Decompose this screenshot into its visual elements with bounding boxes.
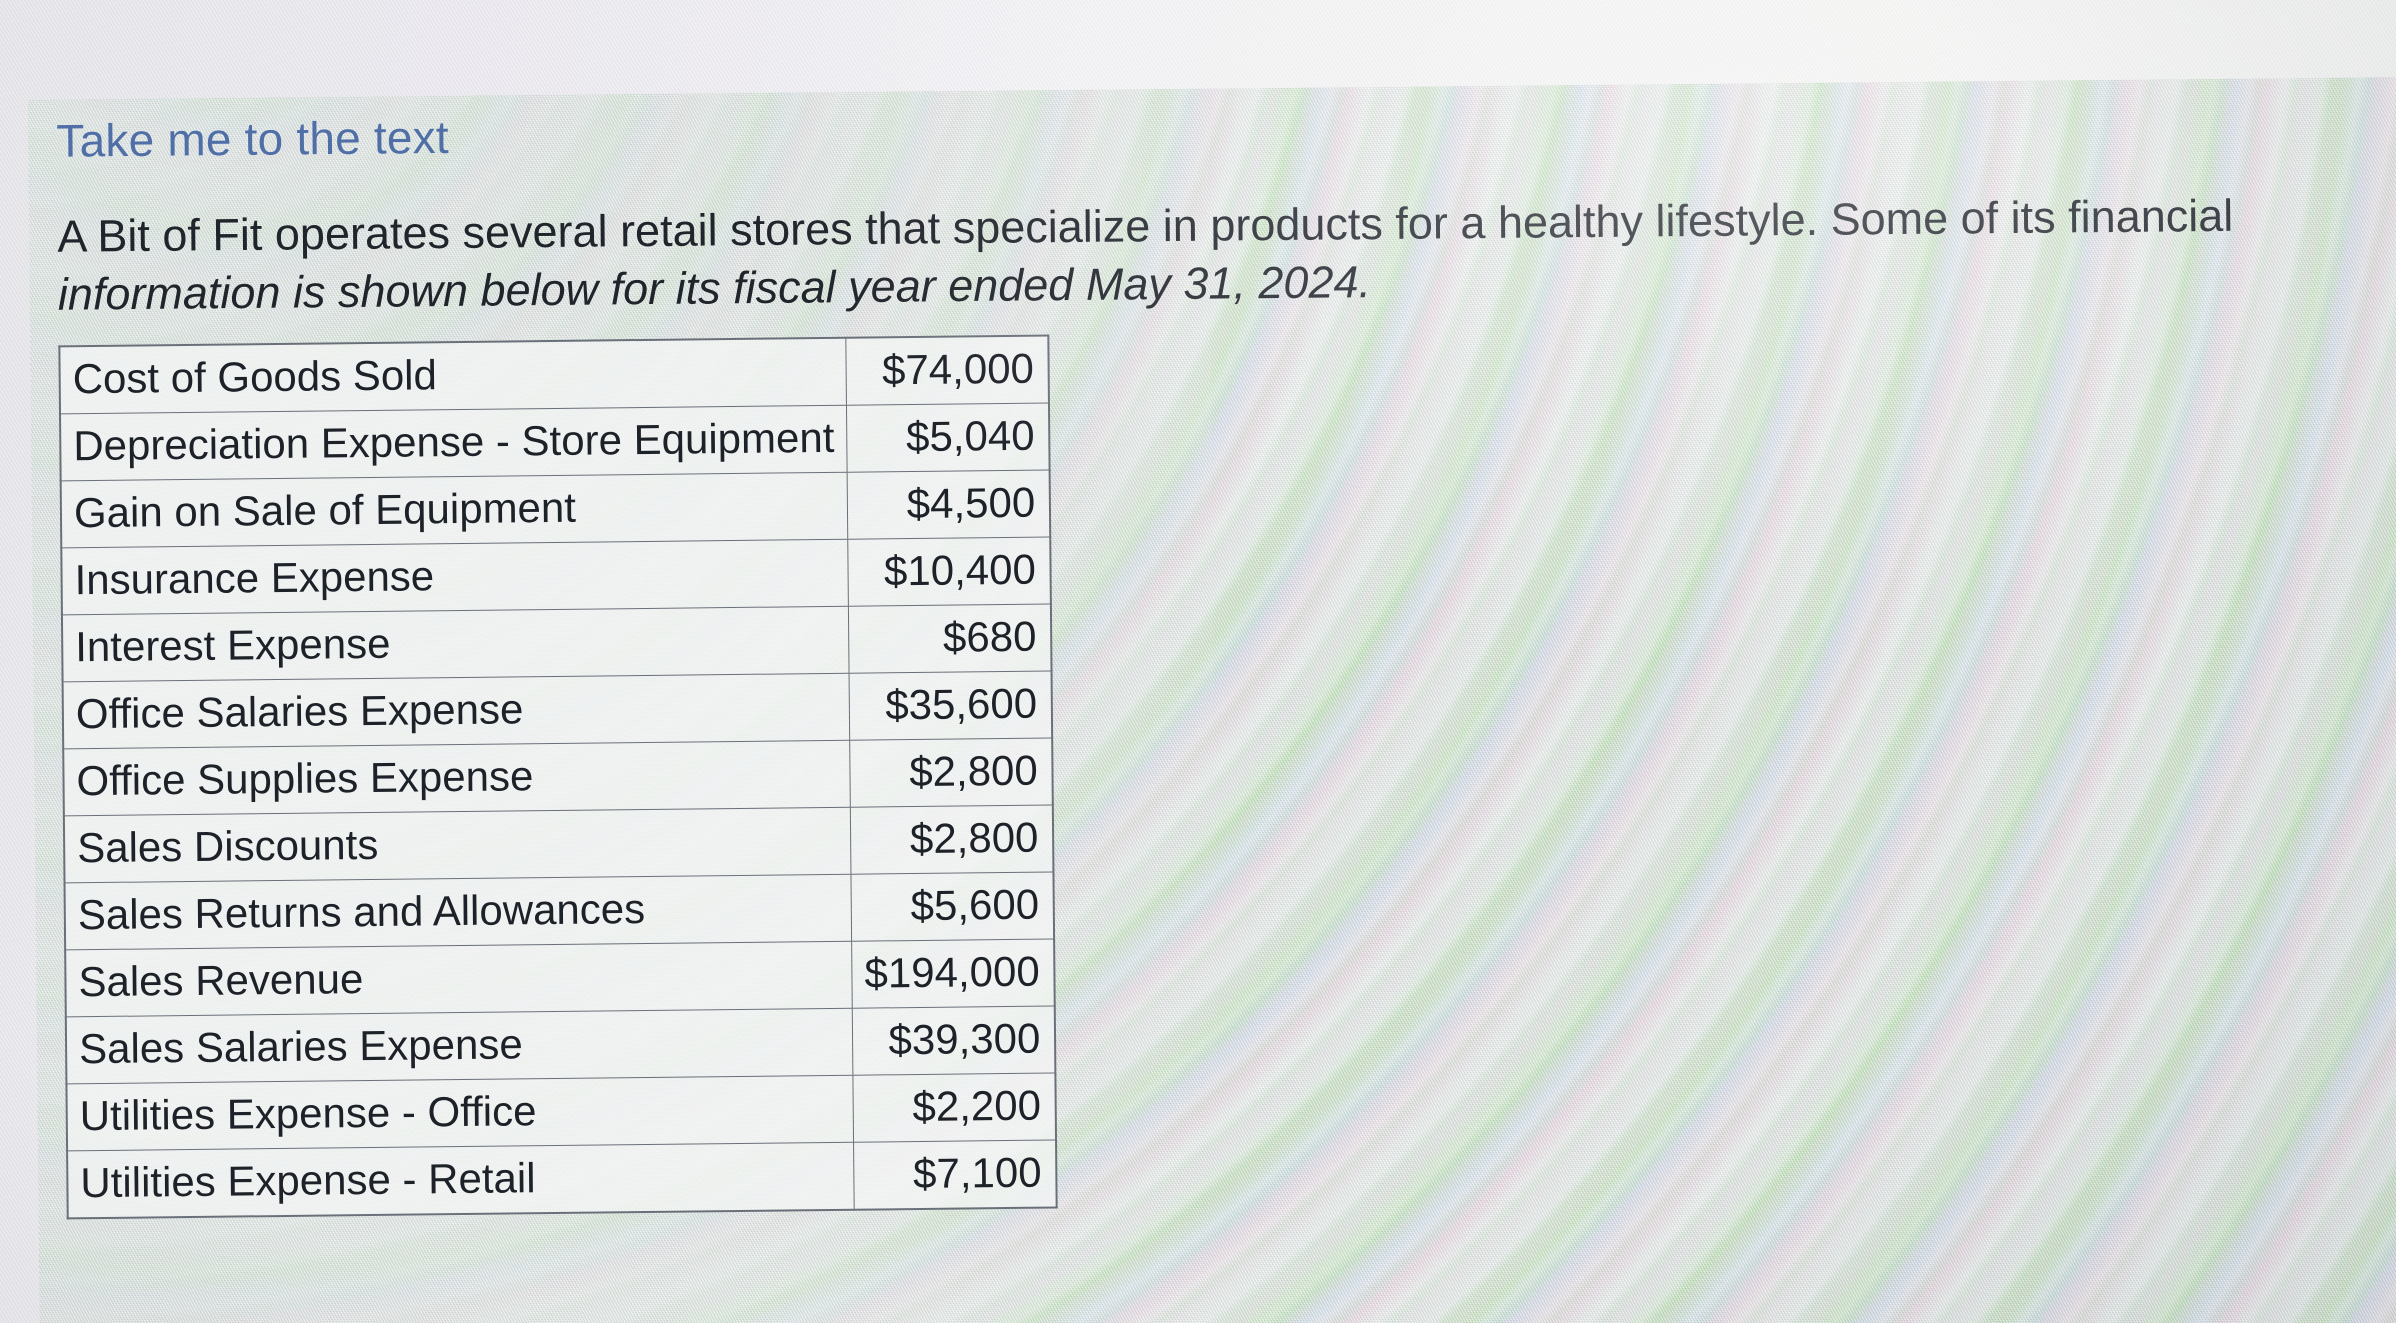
table-row: Office Supplies Expense $2,800	[63, 738, 1054, 817]
document-content: Take me to the text A Bit of Fit operate…	[56, 78, 2367, 1220]
table-row: Sales Discounts $2,800	[63, 805, 1054, 884]
table-row: Utilities Expense - Retail $7,100	[67, 1140, 1057, 1219]
screen-surface: Take me to the text A Bit of Fit operate…	[28, 76, 2396, 1323]
account-label-cell: Sales Discounts	[63, 807, 852, 884]
account-amount-cell: $4,500	[847, 470, 1051, 540]
financial-information-table: Cost of Goods Sold $74,000 Depreciation Ex…	[58, 334, 1058, 1220]
account-label-cell: Office Salaries Expense	[62, 673, 850, 750]
account-amount-cell: $39,300	[852, 1006, 1056, 1076]
table-row: Sales Revenue $194,000	[65, 939, 1056, 1018]
financial-table-body: Cost of Goods Sold $74,000 Depreciation Ex…	[59, 335, 1057, 1219]
table-row: Utilities Expense - Office $2,200	[66, 1073, 1057, 1152]
account-amount-cell: $35,600	[849, 671, 1053, 741]
table-row: Office Salaries Expense $35,600	[62, 671, 1053, 750]
account-amount-cell: $194,000	[851, 939, 1056, 1009]
intro-text-main: A Bit of Fit operates several retail sto…	[57, 189, 2234, 262]
table-row: Interest Expense $680	[61, 604, 1052, 683]
account-label-cell: Office Supplies Expense	[63, 740, 851, 817]
account-amount-cell: $2,800	[849, 738, 1054, 808]
account-label-cell: Sales Salaries Expense	[65, 1008, 853, 1085]
table-row: Cost of Goods Sold $74,000	[59, 335, 1050, 415]
account-amount-cell: $680	[848, 604, 1052, 674]
account-amount-cell: $5,600	[851, 872, 1055, 942]
account-label-cell: Utilities Expense - Retail	[67, 1142, 855, 1219]
account-amount-cell: $2,200	[852, 1073, 1057, 1143]
table-row: Depreciation Expense - Store Equipment $5…	[60, 403, 1050, 482]
account-label-cell: Sales Revenue	[65, 941, 853, 1018]
table-row: Sales Salaries Expense $39,300	[65, 1006, 1056, 1085]
intro-text-tail: information is shown below for its fisca…	[57, 255, 1372, 320]
account-label-cell: Depreciation Expense - Store Equipment	[60, 405, 848, 482]
account-label-cell: Utilities Expense - Office	[66, 1075, 854, 1152]
table-row: Insurance Expense $10,400	[61, 537, 1052, 616]
account-amount-cell: $7,100	[853, 1140, 1057, 1210]
account-label-cell: Cost of Goods Sold	[59, 337, 847, 415]
account-amount-cell: $2,800	[850, 805, 1054, 875]
account-amount-cell: $5,040	[846, 403, 1050, 473]
table-row: Gain on Sale of Equipment $4,500	[60, 470, 1051, 549]
account-amount-cell: $10,400	[847, 537, 1052, 607]
account-label-cell: Sales Returns and Allowances	[64, 874, 852, 951]
account-label-cell: Gain on Sale of Equipment	[60, 472, 848, 549]
account-amount-cell: $74,000	[845, 335, 1050, 406]
table-row: Sales Returns and Allowances $5,600	[64, 872, 1055, 951]
take-me-to-the-text-link[interactable]: Take me to the text	[56, 110, 450, 167]
problem-intro-paragraph: A Bit of Fit operates several retail sto…	[57, 186, 2318, 323]
account-label-cell: Insurance Expense	[61, 539, 849, 616]
account-label-cell: Interest Expense	[61, 606, 850, 683]
